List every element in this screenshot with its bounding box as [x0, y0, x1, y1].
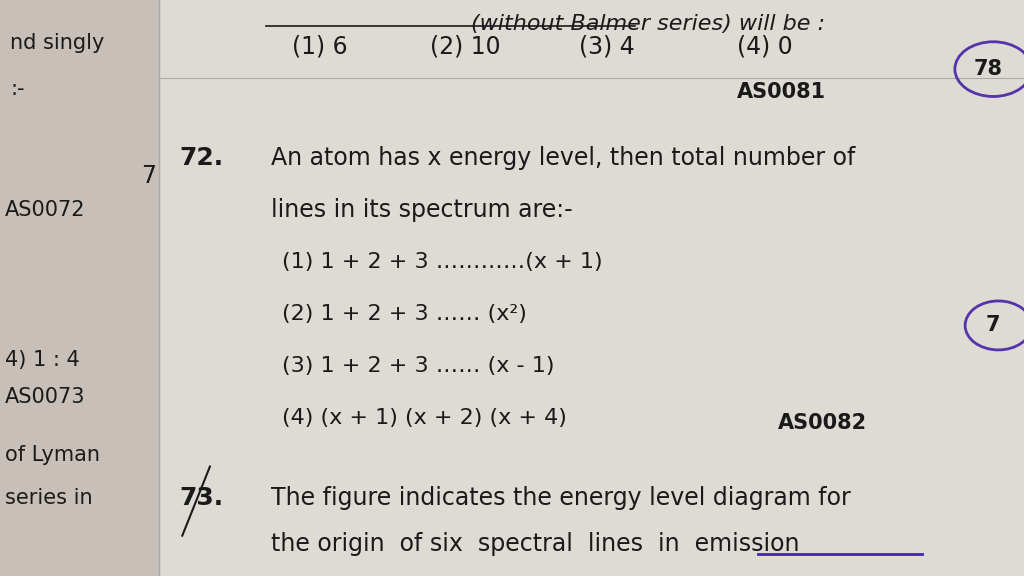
Text: lines in its spectrum are:-: lines in its spectrum are:- — [271, 198, 573, 222]
Text: The figure indicates the energy level diagram for: The figure indicates the energy level di… — [271, 486, 851, 510]
Text: (3) 4: (3) 4 — [579, 34, 634, 58]
Bar — [159, 0, 1024, 576]
Text: (1) 6: (1) 6 — [292, 34, 347, 58]
Text: series in: series in — [5, 488, 93, 508]
Text: 78: 78 — [974, 59, 1002, 79]
Text: (1) 1 + 2 + 3 …………(x + 1): (1) 1 + 2 + 3 …………(x + 1) — [282, 252, 602, 272]
Text: of Lyman: of Lyman — [5, 445, 100, 465]
Text: 72.: 72. — [179, 146, 223, 170]
Text: (3) 1 + 2 + 3 …… (x - 1): (3) 1 + 2 + 3 …… (x - 1) — [282, 356, 554, 376]
Text: 4) 1 : 4: 4) 1 : 4 — [5, 350, 80, 370]
Text: (2) 1 + 2 + 3 …… (x²): (2) 1 + 2 + 3 …… (x²) — [282, 304, 526, 324]
Text: (2) 10: (2) 10 — [430, 34, 501, 58]
Text: (without Balmer series) will be :: (without Balmer series) will be : — [471, 14, 825, 35]
Text: 7: 7 — [986, 316, 1000, 335]
Text: 73.: 73. — [179, 486, 223, 510]
Text: AS0072: AS0072 — [5, 200, 86, 220]
Text: 7: 7 — [141, 164, 156, 188]
Text: nd singly: nd singly — [10, 33, 104, 53]
Text: the origin  of six  spectral  lines  in  emission: the origin of six spectral lines in emis… — [271, 532, 800, 556]
Text: AS0081: AS0081 — [737, 82, 826, 102]
Text: AS0073: AS0073 — [5, 388, 86, 407]
Text: An atom has x energy level, then total number of: An atom has x energy level, then total n… — [271, 146, 856, 170]
Text: :-: :- — [10, 79, 25, 99]
Text: AS0082: AS0082 — [778, 414, 867, 433]
Text: (4) 0: (4) 0 — [737, 34, 793, 58]
Text: (4) (x + 1) (x + 2) (x + 4): (4) (x + 1) (x + 2) (x + 4) — [282, 408, 566, 427]
